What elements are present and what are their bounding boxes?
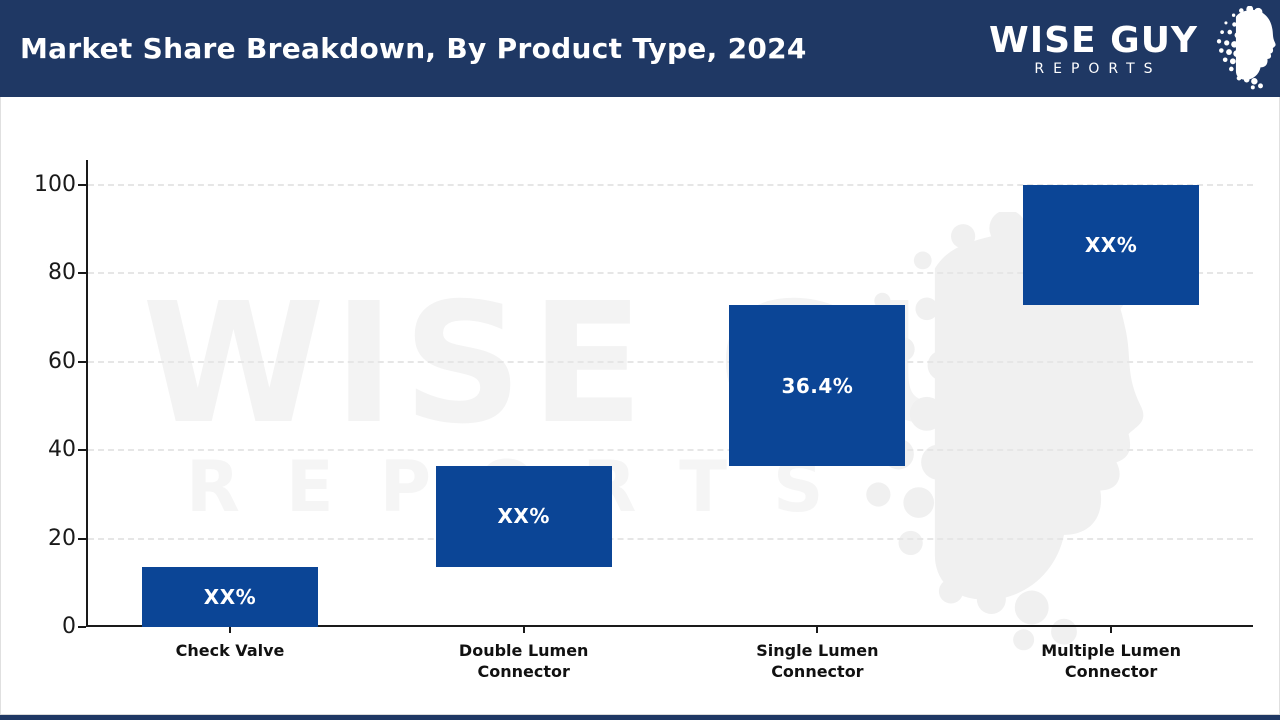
gridline-20 — [88, 537, 1253, 540]
y-axis-tick — [78, 184, 86, 186]
category-label: Check Valve — [100, 640, 360, 661]
category-label: Multiple Lumen Connector — [981, 640, 1241, 682]
category-label-line: Multiple Lumen — [1041, 641, 1181, 660]
x-axis-tick — [229, 627, 231, 633]
category-label-line: Double Lumen — [458, 641, 589, 660]
gridline-100 — [88, 184, 1253, 186]
y-axis-tick-label: 0 — [62, 614, 76, 639]
y-axis-tick-label: 40 — [48, 437, 76, 463]
page-title: Market Share Breakdown, By Product Type,… — [20, 32, 807, 65]
x-axis — [86, 625, 1253, 627]
y-axis — [86, 160, 88, 627]
y-axis-tick — [78, 272, 86, 275]
y-axis-tick-label: 20 — [48, 525, 76, 551]
x-axis-tick — [816, 627, 819, 633]
bar-value-label: XX% — [203, 584, 257, 609]
category-label-line: Connector — [1064, 662, 1158, 681]
y-axis-tick-label: 100 — [34, 172, 76, 197]
wiseguy-logo: WISE GUY REPORTS — [989, 4, 1278, 94]
bar-value-label: 36.4% — [781, 373, 854, 398]
header-bar: Market Share Breakdown, By Product Type,… — [0, 0, 1280, 97]
bar-value-label: XX% — [1084, 233, 1138, 258]
y-axis-tick-label: 60 — [48, 348, 76, 374]
bar-segment-3: 36.4% — [729, 305, 906, 467]
y-axis-tick — [78, 537, 86, 540]
gridline-60 — [88, 360, 1253, 363]
gridline-80 — [88, 272, 1253, 275]
wiseguy-face-icon — [1200, 6, 1278, 92]
bottom-hairline — [0, 714, 1280, 715]
bar-value-label: XX% — [497, 504, 550, 529]
category-label-line: Single Lumen — [756, 641, 879, 660]
category-label: Single Lumen Connector — [687, 640, 947, 682]
footer-bar — [0, 715, 1280, 720]
y-axis-tick — [78, 626, 86, 628]
bar-segment-4: XX% — [1023, 185, 1200, 306]
x-axis-tick — [522, 627, 525, 633]
category-label: Double Lumen Connector — [394, 640, 654, 682]
y-axis-tick — [78, 360, 86, 363]
wiseguy-logo-text: WISE GUY REPORTS — [988, 19, 1198, 77]
logo-sub-text: REPORTS — [1034, 60, 1162, 77]
left-border-line — [0, 97, 1, 720]
category-label-line: Connector — [477, 662, 570, 681]
gridline-40 — [88, 449, 1253, 452]
category-label-line: Connector — [771, 662, 864, 681]
logo-name-text: WISE GUY — [988, 19, 1198, 61]
y-axis-tick — [78, 449, 86, 452]
y-axis-tick-label: 80 — [48, 260, 76, 286]
bar-segment-2: XX% — [435, 466, 612, 567]
x-axis-tick — [1110, 627, 1113, 633]
bar-segment-1: XX% — [142, 566, 318, 627]
category-label-line: Check Valve — [175, 641, 285, 660]
